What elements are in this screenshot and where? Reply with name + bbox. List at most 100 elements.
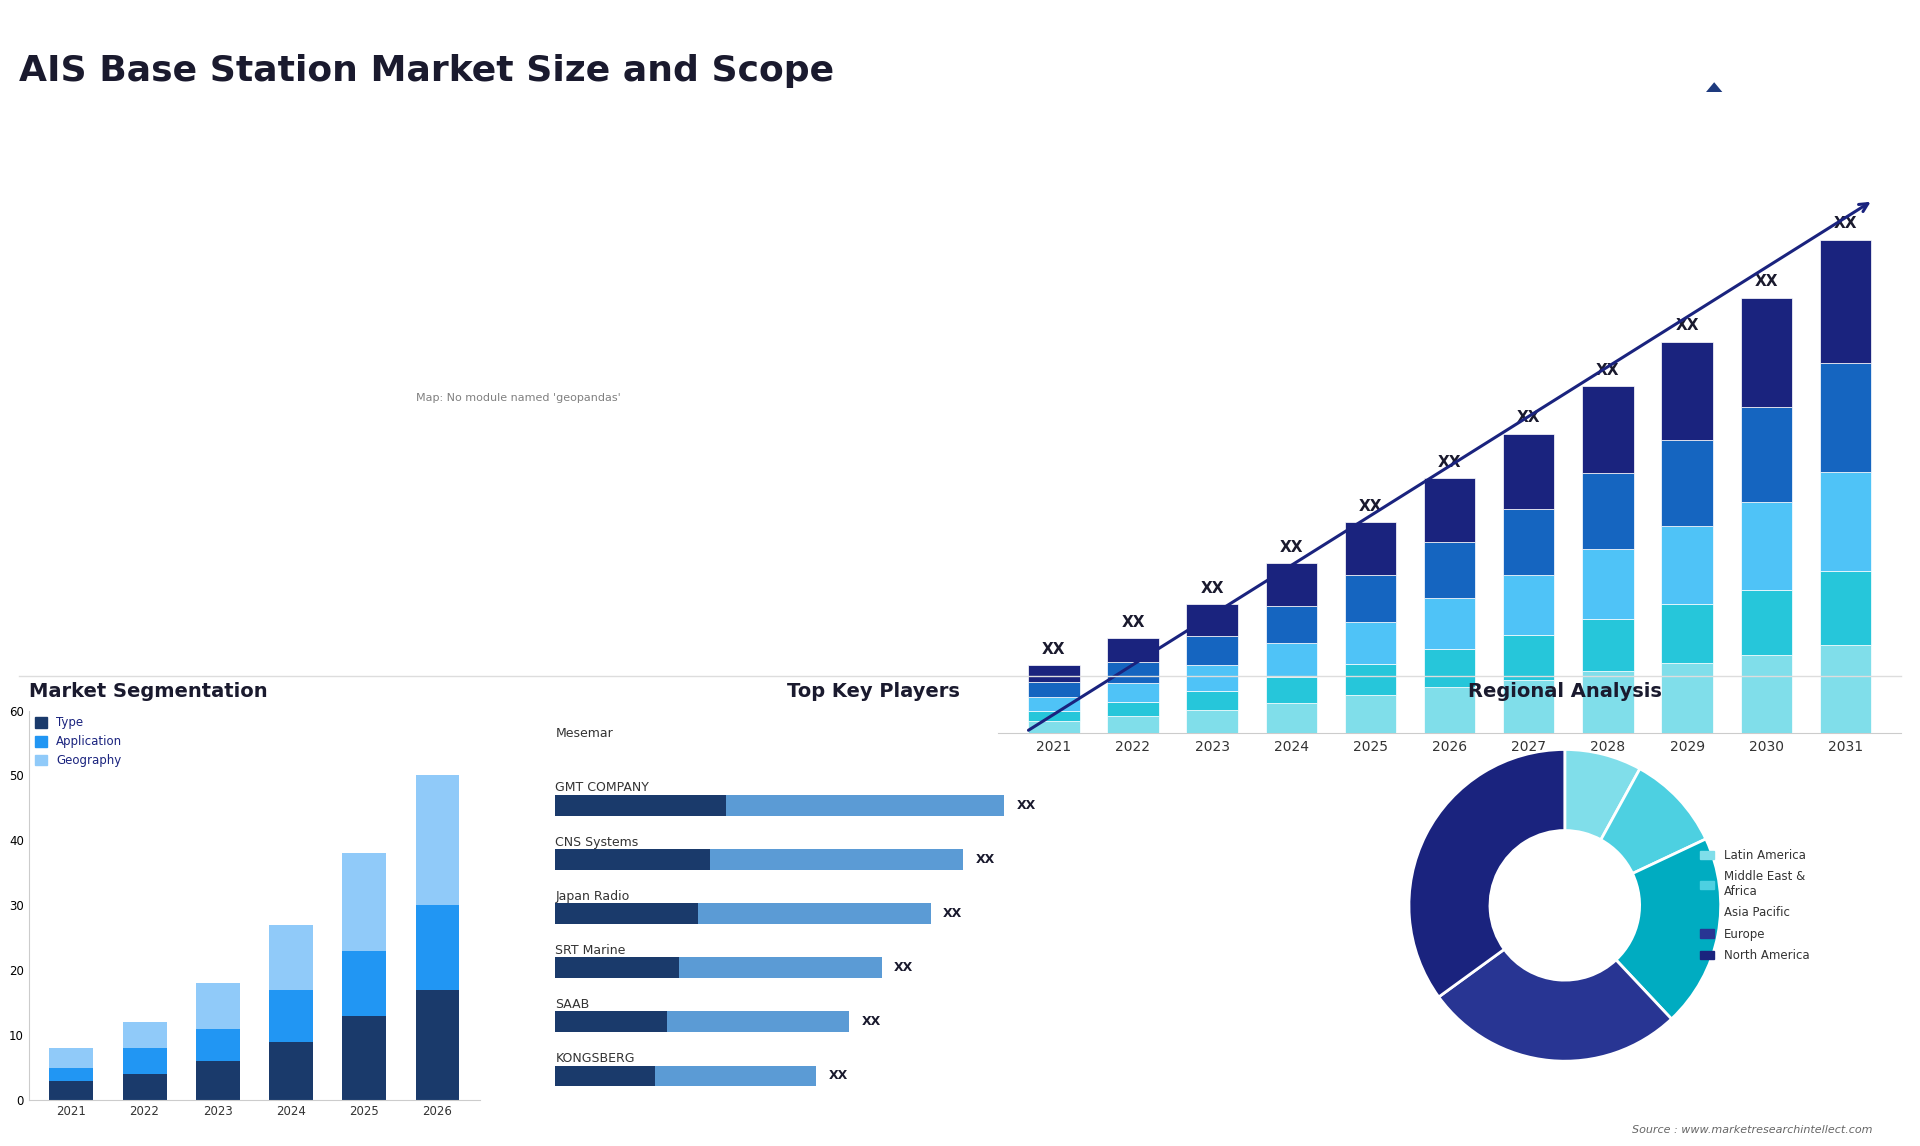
Bar: [1344, 523, 1396, 575]
Text: SRT Marine: SRT Marine: [555, 944, 626, 957]
Bar: [1425, 598, 1475, 649]
Text: AIS Base Station Market Size and Scope: AIS Base Station Market Size and Scope: [19, 54, 835, 88]
Bar: [1344, 575, 1396, 621]
Text: Source : www.marketresearchintellect.com: Source : www.marketresearchintellect.com: [1632, 1124, 1872, 1135]
Bar: [1425, 478, 1475, 542]
Bar: [555, 957, 680, 978]
Bar: [1661, 604, 1713, 664]
Bar: [1741, 407, 1791, 502]
Bar: [1820, 363, 1872, 472]
Text: Japan Radio: Japan Radio: [555, 889, 630, 903]
Text: XX: XX: [1517, 410, 1540, 425]
Bar: [1265, 643, 1317, 677]
Bar: [50, 1068, 94, 1100]
Title: Top Key Players: Top Key Players: [787, 682, 960, 700]
Bar: [1661, 664, 1713, 733]
Bar: [555, 1012, 666, 1031]
Bar: [1741, 656, 1791, 733]
Bar: [123, 1022, 167, 1100]
Text: MARKET
RESEARCH
INTELLECT: MARKET RESEARCH INTELLECT: [1782, 56, 1836, 91]
Bar: [1503, 509, 1555, 574]
Wedge shape: [1438, 949, 1672, 1061]
Bar: [342, 951, 386, 1100]
Bar: [1108, 638, 1158, 662]
Bar: [1820, 472, 1872, 571]
Bar: [1741, 590, 1791, 656]
Bar: [1187, 604, 1238, 636]
Bar: [1741, 298, 1791, 407]
Bar: [1108, 662, 1158, 683]
Bar: [1503, 680, 1555, 733]
Bar: [555, 1066, 655, 1086]
Bar: [555, 849, 710, 870]
Bar: [1582, 386, 1634, 473]
Text: XX: XX: [1121, 614, 1144, 629]
Text: XX: XX: [862, 1015, 881, 1028]
Bar: [1425, 688, 1475, 733]
Bar: [1820, 644, 1872, 733]
Bar: [1503, 434, 1555, 509]
Bar: [1425, 542, 1475, 598]
Bar: [1582, 619, 1634, 670]
Text: XX: XX: [975, 853, 995, 866]
Bar: [726, 795, 1004, 816]
Bar: [123, 1074, 167, 1100]
Bar: [342, 854, 386, 1100]
Bar: [1820, 571, 1872, 644]
Text: KONGSBERG: KONGSBERG: [555, 1052, 636, 1065]
Bar: [1265, 606, 1317, 643]
Text: Market Segmentation: Market Segmentation: [29, 682, 267, 700]
Bar: [1108, 702, 1158, 716]
Bar: [1187, 691, 1238, 711]
Text: XX: XX: [1043, 642, 1066, 657]
Polygon shape: [1663, 47, 1766, 135]
Bar: [1344, 621, 1396, 664]
Legend: Latin America, Middle East &
Africa, Asia Pacific, Europe, North America: Latin America, Middle East & Africa, Asi…: [1695, 845, 1814, 966]
Bar: [1027, 698, 1079, 711]
Text: XX: XX: [1596, 362, 1620, 378]
Bar: [1344, 664, 1396, 696]
Bar: [655, 1066, 816, 1086]
Bar: [196, 983, 240, 1100]
Bar: [1265, 702, 1317, 733]
Text: Map: No module named 'geopandas': Map: No module named 'geopandas': [417, 393, 620, 403]
Wedge shape: [1601, 769, 1705, 873]
Bar: [666, 1012, 849, 1031]
Bar: [1820, 240, 1872, 363]
Bar: [1027, 711, 1079, 721]
Bar: [269, 1042, 313, 1100]
Text: XX: XX: [1755, 274, 1778, 289]
Bar: [1108, 683, 1158, 702]
Text: XX: XX: [1016, 799, 1035, 811]
Bar: [1582, 670, 1634, 733]
Wedge shape: [1409, 749, 1565, 997]
Wedge shape: [1565, 749, 1640, 840]
Bar: [269, 990, 313, 1100]
Bar: [415, 776, 459, 1100]
Bar: [1027, 666, 1079, 682]
Bar: [1661, 526, 1713, 604]
Text: XX: XX: [1359, 499, 1382, 513]
Bar: [1425, 649, 1475, 688]
Bar: [555, 903, 699, 924]
Text: GMT COMPANY: GMT COMPANY: [555, 782, 649, 794]
Bar: [415, 990, 459, 1100]
Text: SAAB: SAAB: [555, 998, 589, 1011]
Bar: [1187, 711, 1238, 733]
Text: XX: XX: [1834, 217, 1857, 231]
Text: XX: XX: [1676, 319, 1699, 333]
Bar: [1344, 696, 1396, 733]
Bar: [1265, 563, 1317, 606]
Bar: [196, 1029, 240, 1100]
Bar: [196, 1061, 240, 1100]
Bar: [1265, 677, 1317, 702]
Bar: [50, 1081, 94, 1100]
Text: XX: XX: [1438, 455, 1461, 470]
Bar: [1027, 721, 1079, 733]
Wedge shape: [1617, 839, 1720, 1019]
Text: Mesemar: Mesemar: [555, 728, 612, 740]
Text: XX: XX: [829, 1069, 849, 1082]
Text: XX: XX: [1279, 540, 1304, 555]
Bar: [1108, 716, 1158, 733]
Title: Regional Analysis: Regional Analysis: [1469, 682, 1661, 700]
